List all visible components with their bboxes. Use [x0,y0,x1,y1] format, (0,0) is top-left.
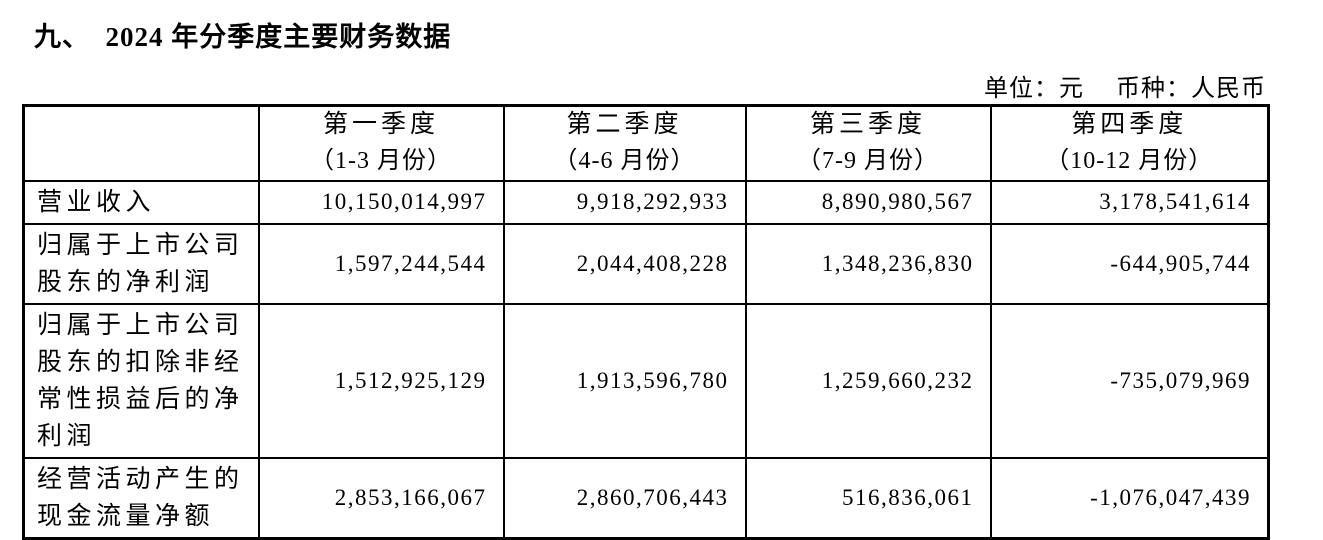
value-cell: 1,259,660,232 [744,302,992,459]
q3-subtitle: （7-9 月份） [797,148,939,175]
header-cell-q1: 第一季度 （1-3 月份） [257,104,505,182]
value-cell: 2,853,166,067 [257,456,505,539]
section-title: 九、 2024 年分季度主要财务数据 [34,22,452,52]
value-cell: 3,178,541,614 [989,179,1270,225]
header-cell-q4: 第四季度 （10-12 月份） [989,104,1270,182]
q4-title: 第四季度 [1071,111,1188,139]
row-label: 归属于上市公司股东的净利润 [22,222,260,305]
value-cell: 2,860,706,443 [502,456,747,539]
value-cell: 516,836,061 [744,456,992,539]
value-cell: -735,079,969 [989,302,1270,459]
table-row-revenue: 营业收入 10,150,014,997 9,918,292,933 8,890,… [22,179,1270,225]
value-cell: 2,044,408,228 [502,222,747,305]
value-cell: 10,150,014,997 [257,179,505,225]
table-header-row: 第一季度 （1-3 月份） 第二季度 （4-6 月份） 第三季度 （7-9 月份… [22,104,1270,182]
value-cell: 1,597,244,544 [257,222,505,305]
value-cell: 1,348,236,830 [744,222,992,305]
value-cell: 1,512,925,129 [257,302,505,459]
value-cell: 9,918,292,933 [502,179,747,225]
value-cell: 8,890,980,567 [744,179,992,225]
q4-subtitle: （10-12 月份） [1045,148,1214,175]
header-cell-empty [22,104,260,182]
header-cell-q2: 第二季度 （4-6 月份） [502,104,747,182]
table-row-net-profit: 归属于上市公司股东的净利润 1,597,244,544 2,044,408,22… [22,222,1270,305]
q1-subtitle: （1-3 月份） [310,148,452,175]
table-row-net-profit-excl-nonrecurring: 归属于上市公司股东的扣除非经常性损益后的净利润 1,512,925,129 1,… [22,302,1270,459]
q3-title: 第三季度 [809,111,926,139]
q1-title: 第一季度 [322,111,439,139]
row-label: 营业收入 [22,179,260,225]
value-cell: -644,905,744 [989,222,1270,305]
table-row-operating-cash-flow: 经营活动产生的现金流量净额 2,853,166,067 2,860,706,44… [22,456,1270,539]
row-label: 归属于上市公司股东的扣除非经常性损益后的净利润 [22,302,260,459]
unit-currency-note: 单位：元 币种：人民币 [984,76,1266,102]
quarterly-financials-table: 第一季度 （1-3 月份） 第二季度 （4-6 月份） 第三季度 （7-9 月份… [22,104,1270,540]
value-cell: 1,913,596,780 [502,302,747,459]
value-cell: -1,076,047,439 [989,456,1270,539]
row-label: 经营活动产生的现金流量净额 [22,456,260,539]
header-cell-q3: 第三季度 （7-9 月份） [744,104,992,182]
q2-title: 第二季度 [566,111,683,139]
q2-subtitle: （4-6 月份） [553,148,696,175]
